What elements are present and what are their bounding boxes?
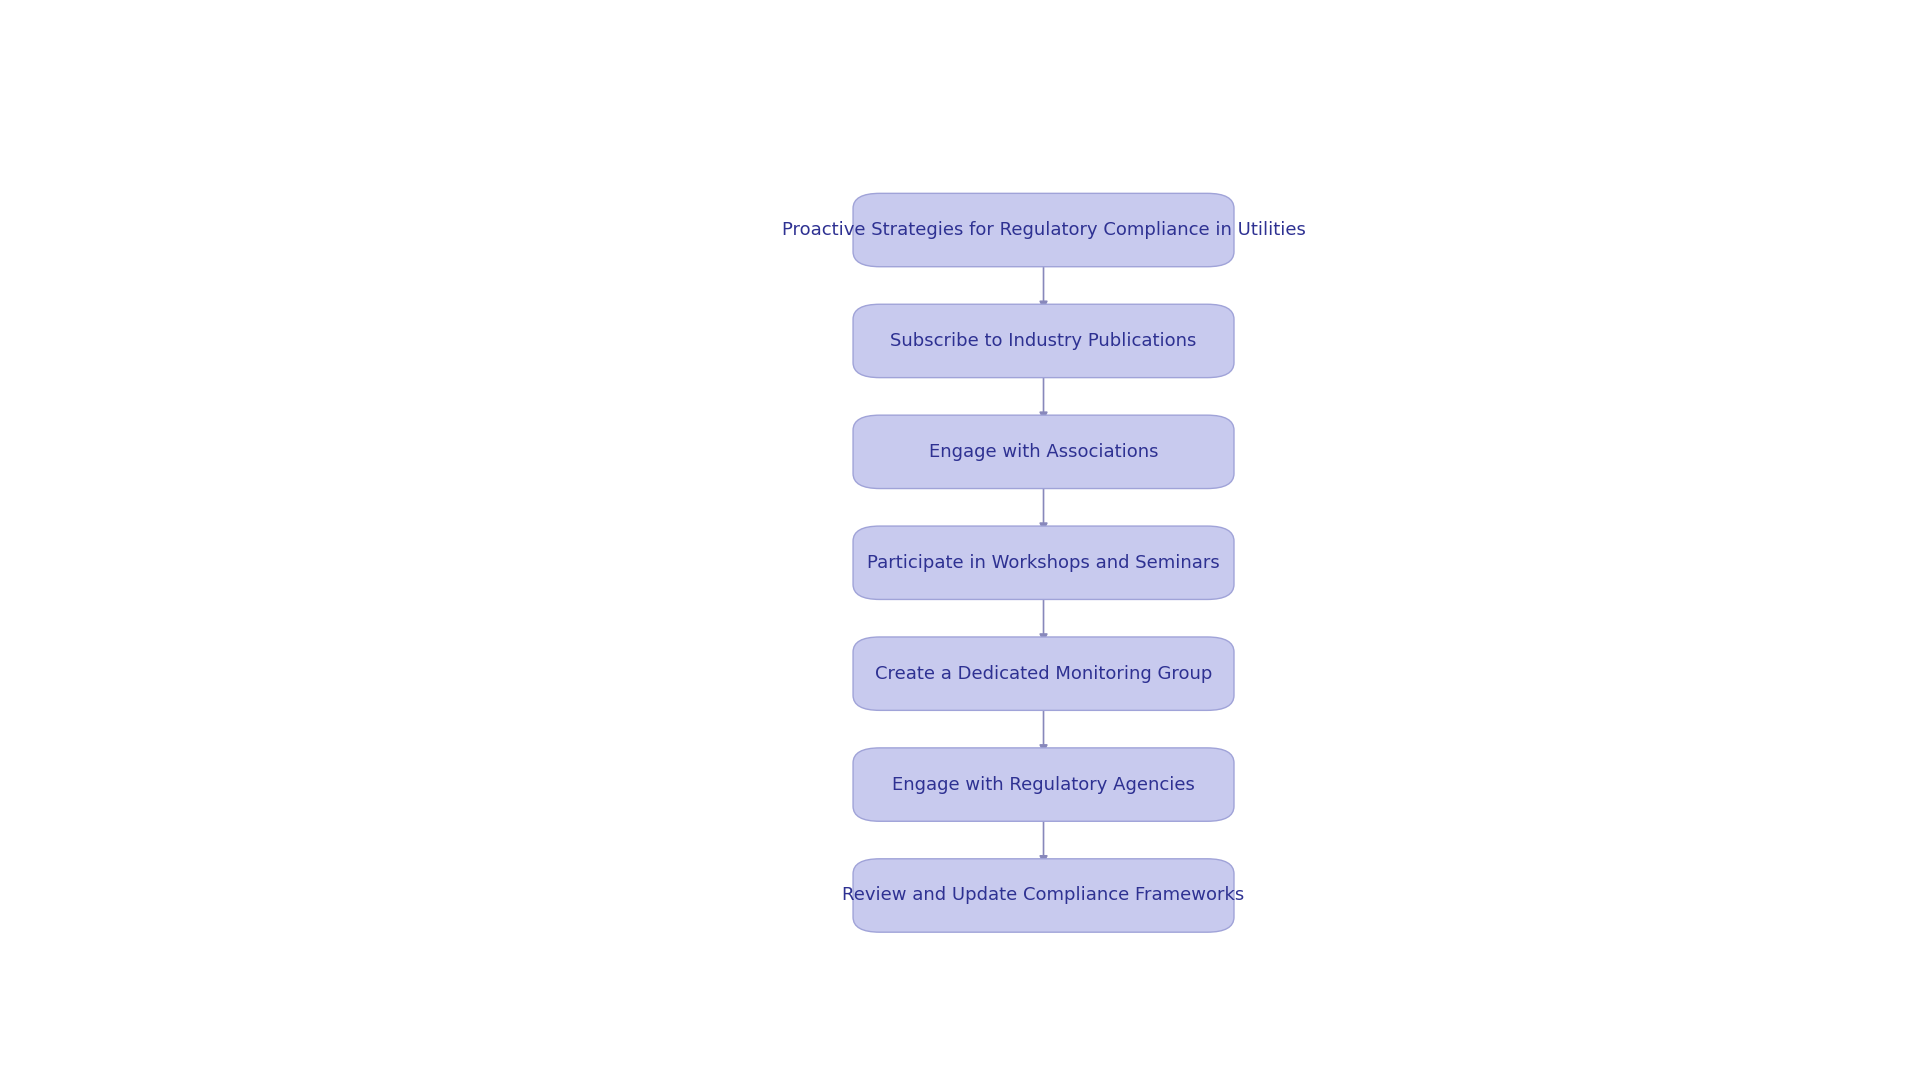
FancyBboxPatch shape	[852, 415, 1235, 488]
Text: Subscribe to Industry Publications: Subscribe to Industry Publications	[891, 331, 1196, 350]
FancyBboxPatch shape	[852, 304, 1235, 378]
Text: Review and Update Compliance Frameworks: Review and Update Compliance Frameworks	[843, 887, 1244, 904]
Text: Participate in Workshops and Seminars: Participate in Workshops and Seminars	[868, 553, 1219, 572]
Text: Engage with Associations: Engage with Associations	[929, 443, 1158, 461]
Text: Proactive Strategies for Regulatory Compliance in Utilities: Proactive Strategies for Regulatory Comp…	[781, 221, 1306, 239]
Text: Engage with Regulatory Agencies: Engage with Regulatory Agencies	[893, 775, 1194, 794]
FancyBboxPatch shape	[852, 637, 1235, 710]
FancyBboxPatch shape	[852, 194, 1235, 266]
FancyBboxPatch shape	[852, 526, 1235, 600]
FancyBboxPatch shape	[852, 859, 1235, 932]
FancyBboxPatch shape	[852, 748, 1235, 821]
Text: Create a Dedicated Monitoring Group: Create a Dedicated Monitoring Group	[876, 665, 1212, 682]
